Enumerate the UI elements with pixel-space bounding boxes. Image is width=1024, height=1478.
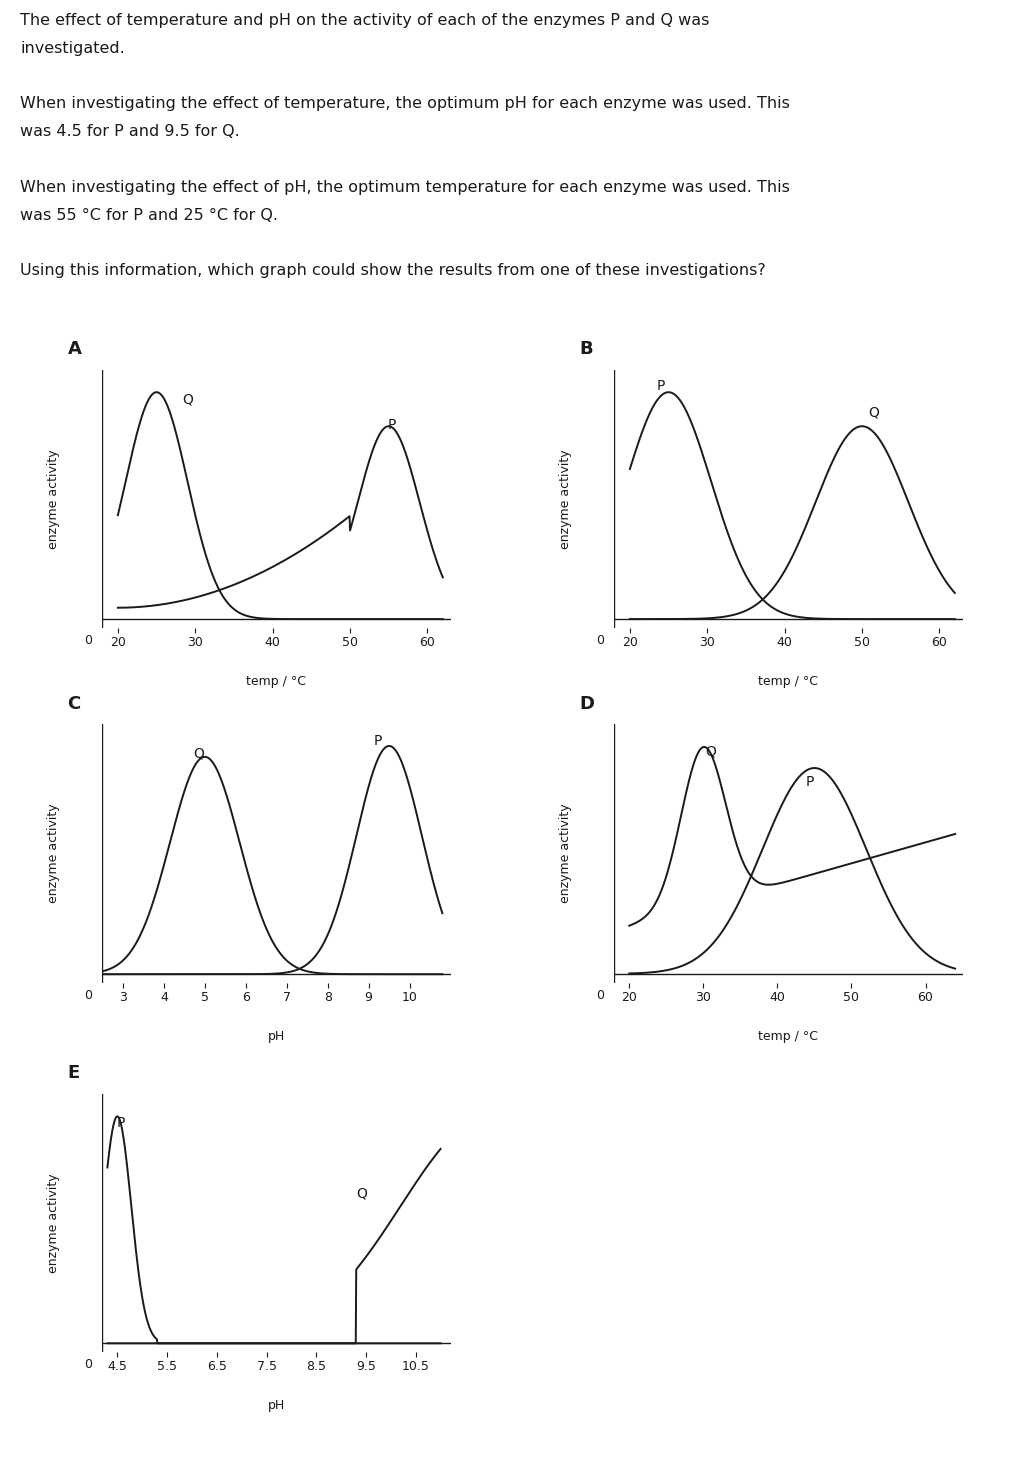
Text: P: P — [806, 776, 814, 789]
Text: 0: 0 — [596, 989, 604, 1002]
Text: When investigating the effect of temperature, the optimum pH for each enzyme was: When investigating the effect of tempera… — [20, 96, 791, 111]
Text: Q: Q — [193, 746, 204, 761]
Text: Q: Q — [356, 1187, 368, 1200]
Text: temp / °C: temp / °C — [759, 675, 818, 689]
Text: enzyme activity: enzyme activity — [47, 449, 60, 548]
Text: P: P — [374, 735, 382, 748]
Text: pH: pH — [268, 1030, 285, 1043]
Text: pH: pH — [268, 1400, 285, 1413]
Text: 0: 0 — [84, 989, 92, 1002]
Text: Using this information, which graph could show the results from one of these inv: Using this information, which graph coul… — [20, 263, 766, 278]
Text: D: D — [580, 695, 595, 712]
Text: enzyme activity: enzyme activity — [47, 1174, 60, 1273]
Text: enzyme activity: enzyme activity — [47, 804, 60, 903]
Text: temp / °C: temp / °C — [759, 1030, 818, 1043]
Text: C: C — [68, 695, 81, 712]
Text: was 55 °C for P and 25 °C for Q.: was 55 °C for P and 25 °C for Q. — [20, 207, 279, 223]
Text: P: P — [388, 418, 396, 432]
Text: enzyme activity: enzyme activity — [559, 449, 572, 548]
Text: P: P — [117, 1116, 125, 1131]
Text: E: E — [68, 1064, 80, 1082]
Text: Q: Q — [705, 745, 716, 758]
Text: investigated.: investigated. — [20, 41, 125, 56]
Text: B: B — [580, 340, 593, 358]
Text: 0: 0 — [84, 1358, 92, 1372]
Text: Q: Q — [868, 405, 880, 420]
Text: temp / °C: temp / °C — [247, 675, 306, 689]
Text: A: A — [68, 340, 82, 358]
Text: P: P — [656, 380, 665, 393]
Text: The effect of temperature and pH on the activity of each of the enzymes P and Q : The effect of temperature and pH on the … — [20, 13, 710, 28]
Text: 0: 0 — [84, 634, 92, 647]
Text: When investigating the effect of pH, the optimum temperature for each enzyme was: When investigating the effect of pH, the… — [20, 180, 791, 195]
Text: Q: Q — [182, 392, 194, 406]
Text: enzyme activity: enzyme activity — [559, 804, 572, 903]
Text: 0: 0 — [596, 634, 604, 647]
Text: was 4.5 for P and 9.5 for Q.: was 4.5 for P and 9.5 for Q. — [20, 124, 241, 139]
